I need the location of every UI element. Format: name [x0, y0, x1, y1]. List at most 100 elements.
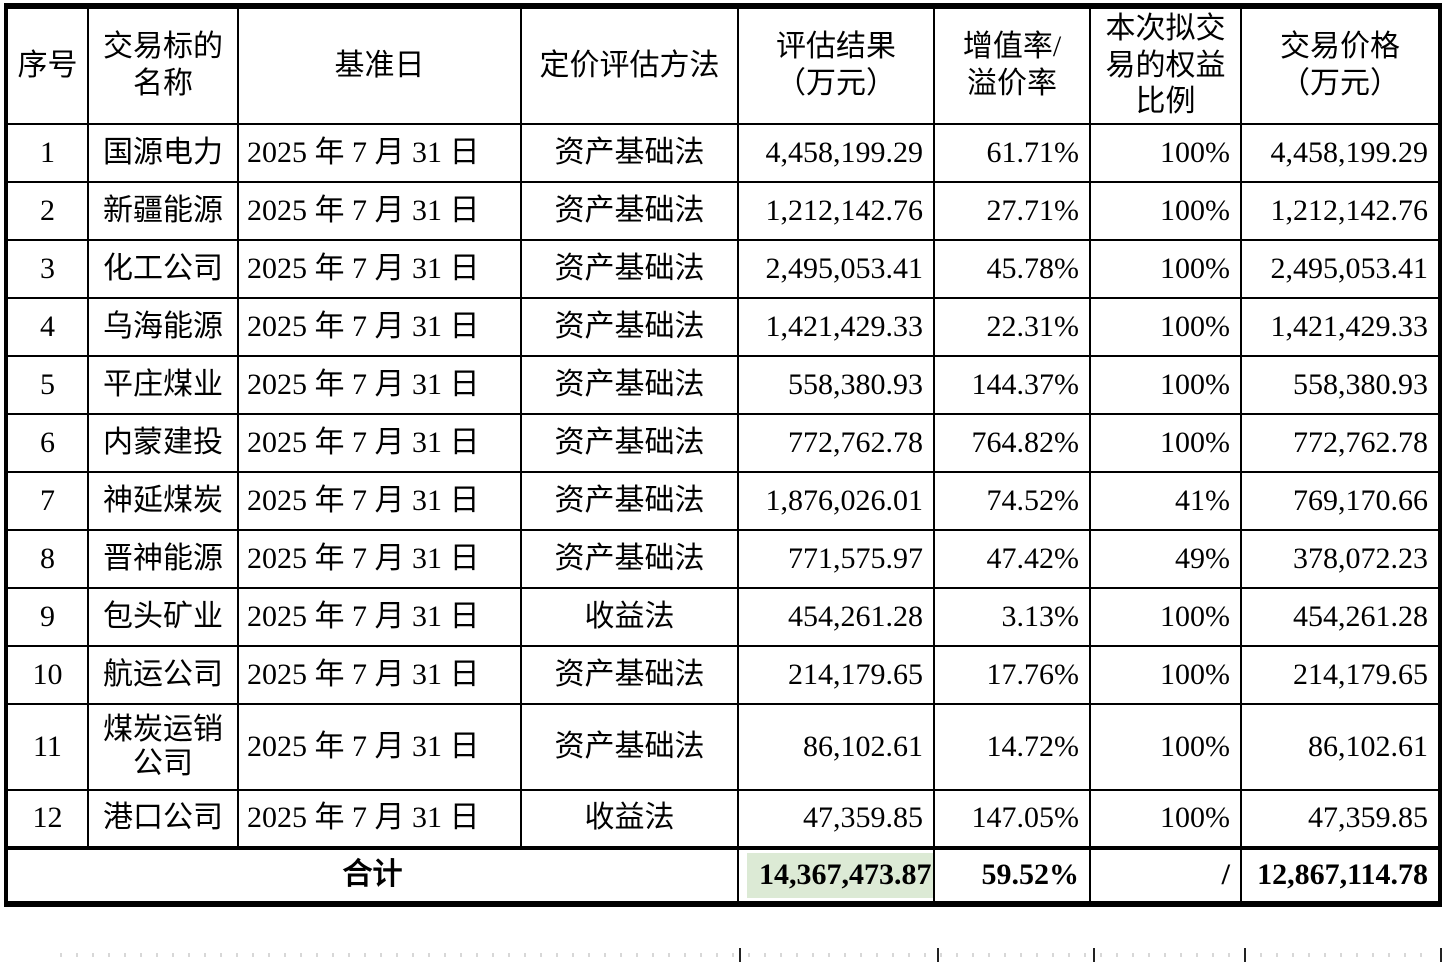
cut-off-cell-border — [1244, 948, 1246, 962]
cell-transaction-price: 772,762.78 — [1240, 413, 1441, 473]
cell-transaction-price: 1,212,142.76 — [1240, 181, 1441, 241]
cell-appraisal-result: 772,762.78 — [737, 413, 935, 473]
cell-no: 6 — [5, 413, 89, 473]
cell-appraisal-result: 1,212,142.76 — [737, 181, 935, 241]
table-row: 10 航运公司 2025 年 7 月 31 日 资产基础法 214,179.65… — [5, 645, 1441, 705]
cell-premium-rate: 74.52% — [933, 471, 1091, 531]
cell-target-name: 化工公司 — [87, 239, 239, 299]
cell-target-name: 煤炭运销 公司 — [87, 703, 239, 791]
header-no: 序号 — [5, 5, 89, 125]
cell-pricing-method: 收益法 — [520, 789, 739, 849]
table-row: 6 内蒙建投 2025 年 7 月 31 日 资产基础法 772,762.78 … — [5, 413, 1441, 473]
cell-transaction-price: 214,179.65 — [1240, 645, 1441, 705]
cell-base-date: 2025 年 7 月 31 日 — [237, 123, 522, 183]
cell-no: 5 — [5, 355, 89, 415]
cell-no: 7 — [5, 471, 89, 531]
cell-premium-rate: 147.05% — [933, 789, 1091, 849]
cell-appraisal-result: 214,179.65 — [737, 645, 935, 705]
cell-target-name: 晋神能源 — [87, 529, 239, 589]
cell-target-name: 包头矿业 — [87, 587, 239, 647]
cell-transaction-price: 4,458,199.29 — [1240, 123, 1441, 183]
table-row: 1 国源电力 2025 年 7 月 31 日 资产基础法 4,458,199.2… — [5, 123, 1441, 183]
cell-pricing-method: 资产基础法 — [520, 355, 739, 415]
cell-pricing-method: 资产基础法 — [520, 123, 739, 183]
cell-equity-ratio: 100% — [1089, 645, 1242, 705]
cell-pricing-method: 资产基础法 — [520, 471, 739, 531]
cell-transaction-price: 378,072.23 — [1240, 529, 1441, 589]
cut-off-cell-border — [937, 948, 939, 962]
cell-no: 4 — [5, 297, 89, 357]
cell-premium-rate: 61.71% — [933, 123, 1091, 183]
cell-equity-ratio: 100% — [1089, 239, 1242, 299]
cell-appraisal-result: 558,380.93 — [737, 355, 935, 415]
header-pricing-method: 定价评估方法 — [520, 5, 739, 125]
cell-transaction-price: 769,170.66 — [1240, 471, 1441, 531]
cell-target-name: 平庄煤业 — [87, 355, 239, 415]
cell-appraisal-result: 454,261.28 — [737, 587, 935, 647]
cell-equity-ratio: 49% — [1089, 529, 1242, 589]
cell-no: 1 — [5, 123, 89, 183]
table-row: 7 神延煤炭 2025 年 7 月 31 日 资产基础法 1,876,026.0… — [5, 471, 1441, 531]
cell-transaction-price: 454,261.28 — [1240, 587, 1441, 647]
cell-transaction-price: 558,380.93 — [1240, 355, 1441, 415]
table-row: 11 煤炭运销 公司 2025 年 7 月 31 日 资产基础法 86,102.… — [5, 703, 1441, 791]
cell-pricing-method: 收益法 — [520, 587, 739, 647]
table-row: 3 化工公司 2025 年 7 月 31 日 资产基础法 2,495,053.4… — [5, 239, 1441, 299]
highlighted-total-value: 14,367,473.87 — [747, 853, 932, 898]
cell-equity-ratio: 100% — [1089, 413, 1242, 473]
cell-no: 12 — [5, 789, 89, 849]
header-row: 序号 交易标的 名称 基准日 定价评估方法 评估结果 （万元） 增值率/ 溢价率… — [5, 5, 1441, 125]
cell-appraisal-result: 2,495,053.41 — [737, 239, 935, 299]
total-equity-ratio: / — [1089, 846, 1242, 905]
cell-base-date: 2025 年 7 月 31 日 — [237, 645, 522, 705]
cell-appraisal-result: 4,458,199.29 — [737, 123, 935, 183]
cell-equity-ratio: 100% — [1089, 181, 1242, 241]
total-label: 合计 — [5, 846, 739, 905]
header-premium-rate: 增值率/ 溢价率 — [933, 5, 1091, 125]
cell-base-date: 2025 年 7 月 31 日 — [237, 703, 522, 791]
cell-equity-ratio: 41% — [1089, 471, 1242, 531]
cut-off-cell-border — [1093, 948, 1095, 962]
cell-target-name: 新疆能源 — [87, 181, 239, 241]
header-appraisal-result: 评估结果 （万元） — [737, 5, 935, 125]
cell-pricing-method: 资产基础法 — [520, 703, 739, 791]
table-row: 2 新疆能源 2025 年 7 月 31 日 资产基础法 1,212,142.7… — [5, 181, 1441, 241]
cell-premium-rate: 17.76% — [933, 645, 1091, 705]
cell-base-date: 2025 年 7 月 31 日 — [237, 239, 522, 299]
cell-base-date: 2025 年 7 月 31 日 — [237, 789, 522, 849]
cell-no: 3 — [5, 239, 89, 299]
cell-premium-rate: 27.71% — [933, 181, 1091, 241]
header-transaction-price: 交易价格 （万元） — [1240, 5, 1441, 125]
cell-premium-rate: 47.42% — [933, 529, 1091, 589]
cell-no: 11 — [5, 703, 89, 791]
cell-base-date: 2025 年 7 月 31 日 — [237, 529, 522, 589]
cell-appraisal-result: 1,876,026.01 — [737, 471, 935, 531]
cell-premium-rate: 14.72% — [933, 703, 1091, 791]
cell-base-date: 2025 年 7 月 31 日 — [237, 587, 522, 647]
cell-equity-ratio: 100% — [1089, 789, 1242, 849]
cell-target-name: 港口公司 — [87, 789, 239, 849]
cell-premium-rate: 45.78% — [933, 239, 1091, 299]
cell-equity-ratio: 100% — [1089, 703, 1242, 791]
cell-transaction-price: 86,102.61 — [1240, 703, 1441, 791]
total-premium-rate: 59.52% — [933, 846, 1091, 905]
cell-base-date: 2025 年 7 月 31 日 — [237, 413, 522, 473]
header-target-name: 交易标的 名称 — [87, 5, 239, 125]
table-row: 4 乌海能源 2025 年 7 月 31 日 资产基础法 1,421,429.3… — [5, 297, 1441, 357]
cell-transaction-price: 47,359.85 — [1240, 789, 1441, 849]
header-base-date: 基准日 — [237, 5, 522, 125]
cell-equity-ratio: 100% — [1089, 297, 1242, 357]
cell-target-name: 神延煤炭 — [87, 471, 239, 531]
table-row: 9 包头矿业 2025 年 7 月 31 日 收益法 454,261.28 3.… — [5, 587, 1441, 647]
cell-pricing-method: 资产基础法 — [520, 239, 739, 299]
cell-pricing-method: 资产基础法 — [520, 529, 739, 589]
cell-no: 8 — [5, 529, 89, 589]
cell-appraisal-result: 771,575.97 — [737, 529, 935, 589]
total-transaction-price: 12,867,114.78 — [1240, 846, 1441, 905]
cell-appraisal-result: 86,102.61 — [737, 703, 935, 791]
cell-base-date: 2025 年 7 月 31 日 — [237, 297, 522, 357]
cell-equity-ratio: 100% — [1089, 587, 1242, 647]
cell-base-date: 2025 年 7 月 31 日 — [237, 181, 522, 241]
total-row: 合计 14,367,473.87 59.52% / 12,867,114.78 — [5, 846, 1441, 905]
cell-premium-rate: 764.82% — [933, 413, 1091, 473]
